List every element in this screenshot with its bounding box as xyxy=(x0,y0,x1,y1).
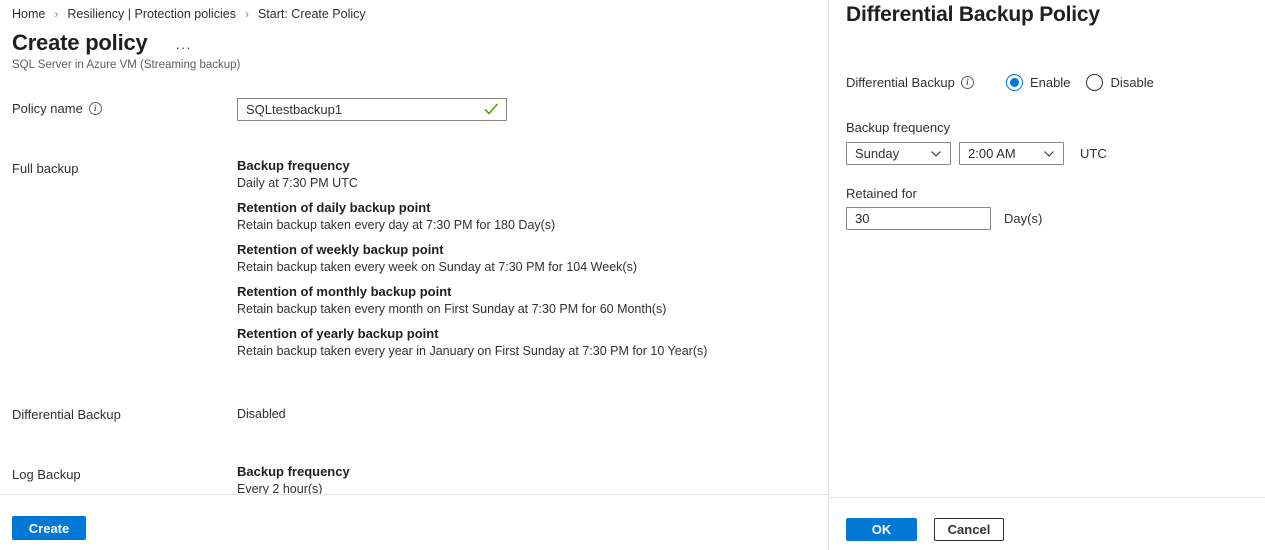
ok-button[interactable]: OK xyxy=(846,518,917,541)
section-detail: Retain backup taken every year in Januar… xyxy=(237,344,708,358)
section-detail: Every 2 hour(s) xyxy=(237,482,323,494)
panel-title: Differential Backup Policy xyxy=(846,3,1100,26)
differential-backup-toggle-row: Differential Backup i Enable Disable xyxy=(846,74,1245,91)
full-backup-row: Full backup Backup frequency Daily at 7:… xyxy=(12,158,804,368)
retained-for-input[interactable] xyxy=(846,207,991,230)
retained-for-label: Retained for xyxy=(846,186,917,201)
retained-for-row: Day(s) xyxy=(846,207,1245,230)
day-dropdown-value: Sunday xyxy=(855,146,900,161)
log-backup-row: Log Backup Backup frequency Every 2 hour… xyxy=(12,464,804,494)
breadcrumb: Home › Resiliency | Protection policies … xyxy=(12,6,804,21)
chevron-down-icon xyxy=(930,145,942,163)
section-title: Backup frequency xyxy=(237,464,350,479)
full-backup-frequency-section: Backup frequency Daily at 7:30 PM UTC xyxy=(237,158,804,191)
daily-retention-section: Retention of daily backup point Retain b… xyxy=(237,200,804,233)
policy-name-row: Policy name i xyxy=(12,98,804,121)
section-detail: Retain backup taken every week on Sunday… xyxy=(237,260,637,274)
log-backup-frequency-section: Backup frequency Every 2 hour(s) xyxy=(237,464,804,494)
create-policy-panel: Home › Resiliency | Protection policies … xyxy=(0,6,828,550)
breadcrumb-create-policy: Start: Create Policy xyxy=(257,7,366,21)
section-title: Backup frequency xyxy=(237,158,350,173)
radio-icon xyxy=(1086,74,1104,91)
section-detail: Daily at 7:30 PM UTC xyxy=(237,176,358,190)
page-title: Create policy xyxy=(12,30,148,55)
disable-radio[interactable]: Disable xyxy=(1086,74,1154,91)
section-detail: Retain backup taken every day at 7:30 PM… xyxy=(237,218,556,232)
page-subtitle: SQL Server in Azure VM (Streaming backup… xyxy=(12,59,241,71)
retained-for-unit: Day(s) xyxy=(1004,211,1043,226)
weekly-retention-section: Retention of weekly backup point Retain … xyxy=(237,242,804,275)
differential-backup-toggle-label: Differential Backup xyxy=(846,75,955,90)
timezone-label: UTC xyxy=(1080,146,1107,161)
create-policy-content: Home › Resiliency | Protection policies … xyxy=(12,6,804,494)
breadcrumb-separator: › xyxy=(244,7,249,21)
full-backup-label: Full backup xyxy=(12,161,79,176)
section-detail: Retain backup taken every month on First… xyxy=(237,302,667,316)
chevron-down-icon xyxy=(1043,145,1055,163)
time-dropdown-value: 2:00 AM xyxy=(968,146,1016,161)
section-title: Retention of monthly backup point xyxy=(237,284,452,299)
differential-backup-radio-group: Enable Disable xyxy=(1006,74,1154,91)
differential-backup-policy-panel: Differential Backup Policy Differential … xyxy=(828,0,1265,550)
cancel-button[interactable]: Cancel xyxy=(934,518,1004,541)
create-button[interactable]: Create xyxy=(12,516,86,540)
section-title: Retention of yearly backup point xyxy=(237,326,439,341)
differential-backup-label: Differential Backup xyxy=(12,407,121,422)
policy-name-label: Policy name xyxy=(12,101,83,116)
enable-radio-label: Enable xyxy=(1030,75,1071,90)
valid-checkmark-icon xyxy=(484,102,499,120)
time-dropdown[interactable]: 2:00 AM xyxy=(959,142,1064,165)
breadcrumb-protection-policies[interactable]: Resiliency | Protection policies xyxy=(67,7,236,21)
enable-radio[interactable]: Enable xyxy=(1006,74,1070,91)
differential-panel-footer: OK Cancel xyxy=(829,497,1265,550)
day-dropdown[interactable]: Sunday xyxy=(846,142,951,165)
differential-backup-status: Disabled xyxy=(237,407,286,421)
disable-radio-label: Disable xyxy=(1110,75,1154,90)
backup-frequency-row: Sunday 2:00 AM UTC xyxy=(846,142,1245,165)
differential-panel-content: Differential Backup Policy Differential … xyxy=(829,0,1265,496)
info-icon[interactable]: i xyxy=(960,76,974,89)
log-backup-label: Log Backup xyxy=(12,467,81,482)
breadcrumb-home[interactable]: Home xyxy=(12,7,46,21)
create-policy-footer: Create xyxy=(0,494,828,550)
radio-icon xyxy=(1006,74,1023,91)
differential-backup-row: Differential Backup Disabled xyxy=(12,404,804,422)
monthly-retention-section: Retention of monthly backup point Retain… xyxy=(237,284,804,317)
yearly-retention-section: Retention of yearly backup point Retain … xyxy=(237,326,804,359)
info-icon[interactable]: i xyxy=(88,102,102,115)
policy-name-input[interactable] xyxy=(237,98,507,121)
section-title: Retention of daily backup point xyxy=(237,200,431,215)
backup-frequency-label: Backup frequency xyxy=(846,120,951,135)
breadcrumb-separator: › xyxy=(54,7,59,21)
section-title: Retention of weekly backup point xyxy=(237,242,444,257)
more-menu-icon[interactable]: ··· xyxy=(175,40,192,55)
